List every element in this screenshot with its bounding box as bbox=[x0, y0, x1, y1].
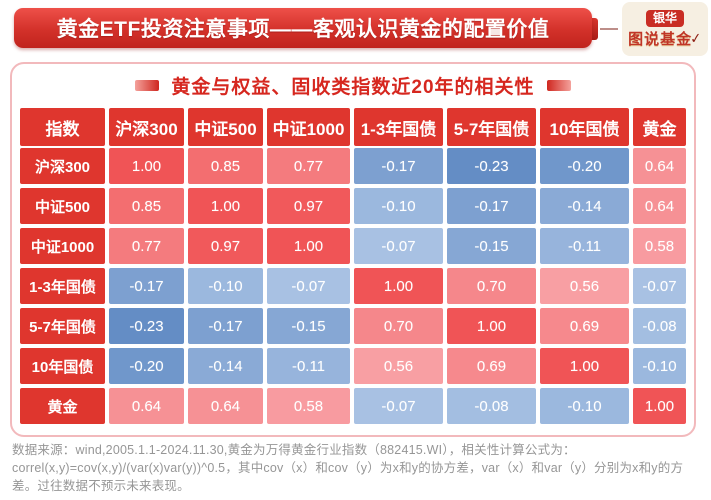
correlation-cell: -0.14 bbox=[188, 348, 263, 384]
header-bar: 黄金ETF投资注意事项——客观认识黄金的配置价值 银华 图说基金 ✓ bbox=[0, 0, 711, 58]
brand-badge: 银华 bbox=[645, 9, 684, 27]
correlation-cell: 0.58 bbox=[267, 388, 350, 424]
correlation-cell: 0.97 bbox=[267, 188, 350, 224]
brand-name-row: 图说基金 ✓ bbox=[628, 28, 703, 49]
correlation-cell: 0.97 bbox=[188, 228, 263, 264]
row-header: 沪深300 bbox=[20, 148, 105, 184]
banner-connector-line bbox=[600, 28, 618, 30]
correlation-cell: 0.77 bbox=[109, 228, 184, 264]
correlation-cell: -0.17 bbox=[354, 148, 443, 184]
correlation-cell: -0.17 bbox=[447, 188, 536, 224]
brand-name: 图说基金 bbox=[628, 30, 693, 48]
correlation-cell: 1.00 bbox=[267, 228, 350, 264]
correlation-cell: 1.00 bbox=[109, 148, 184, 184]
correlation-cell: 0.85 bbox=[109, 188, 184, 224]
correlation-table: 指数 沪深300 中证500 中证1000 1-3年国债 5-7年国债 10年国债 黄金 沪深3… bbox=[20, 108, 686, 424]
correlation-cell: 0.70 bbox=[447, 268, 536, 304]
page-title: 黄金ETF投资注意事项——客观认识黄金的配置价值 bbox=[56, 18, 550, 41]
correlation-cell: 0.69 bbox=[447, 348, 536, 384]
row-header: 1-3年国债 bbox=[20, 268, 105, 304]
correlation-cell: 0.64 bbox=[109, 388, 184, 424]
correlation-cell: -0.08 bbox=[633, 308, 686, 344]
content-card: 黄金与权益、固收类指数近20年的相关性 指数 沪深300 中证500 中证1000 1-… bbox=[10, 62, 696, 437]
correlation-cell: -0.07 bbox=[354, 388, 443, 424]
row-header: 5-7年国债 bbox=[20, 308, 105, 344]
correlation-cell: 0.64 bbox=[633, 148, 686, 184]
brand-logo: 银华 图说基金 ✓ bbox=[622, 2, 708, 56]
page-title-banner: 黄金ETF投资注意事项——客观认识黄金的配置价值 bbox=[14, 8, 598, 48]
column-header: 1-3年国债 bbox=[354, 108, 443, 146]
correlation-cell: -0.10 bbox=[633, 348, 686, 384]
correlation-cell: -0.11 bbox=[267, 348, 350, 384]
correlation-cell: 1.00 bbox=[540, 348, 629, 384]
correlation-cell: 1.00 bbox=[354, 268, 443, 304]
correlation-cell: -0.07 bbox=[354, 228, 443, 264]
correlation-cell: -0.08 bbox=[447, 388, 536, 424]
correlation-cell: 0.58 bbox=[633, 228, 686, 264]
correlation-cell: -0.15 bbox=[447, 228, 536, 264]
correlation-cell: -0.14 bbox=[540, 188, 629, 224]
correlation-cell: 0.69 bbox=[540, 308, 629, 344]
column-header: 黄金 bbox=[633, 108, 686, 146]
column-header: 中证500 bbox=[188, 108, 263, 146]
correlation-cell: 0.64 bbox=[633, 188, 686, 224]
correlation-cell: -0.10 bbox=[188, 268, 263, 304]
correlation-cell: -0.10 bbox=[354, 188, 443, 224]
section-title: 黄金与权益、固收类指数近20年的相关性 bbox=[171, 76, 535, 98]
column-header: 5-7年国债 bbox=[447, 108, 536, 146]
row-header: 黄金 bbox=[20, 388, 105, 424]
correlation-cell: -0.07 bbox=[633, 268, 686, 304]
correlation-cell: -0.17 bbox=[109, 268, 184, 304]
correlation-cell: -0.10 bbox=[540, 388, 629, 424]
correlation-cell: -0.07 bbox=[267, 268, 350, 304]
correlation-cell: -0.20 bbox=[540, 148, 629, 184]
correlation-cell: 0.64 bbox=[188, 388, 263, 424]
row-header: 中证500 bbox=[20, 188, 105, 224]
row-header: 中证1000 bbox=[20, 228, 105, 264]
correlation-cell: 0.70 bbox=[354, 308, 443, 344]
dash-right-icon bbox=[546, 79, 571, 91]
checkmark-icon: ✓ bbox=[689, 28, 703, 47]
correlation-cell: 0.56 bbox=[540, 268, 629, 304]
correlation-cell: -0.23 bbox=[109, 308, 184, 344]
section-title-row: 黄金与权益、固收类指数近20年的相关性 bbox=[12, 68, 694, 102]
correlation-cell: -0.20 bbox=[109, 348, 184, 384]
column-header: 中证1000 bbox=[267, 108, 350, 146]
column-header: 10年国债 bbox=[540, 108, 629, 146]
correlation-cell: 1.00 bbox=[633, 388, 686, 424]
row-header: 10年国债 bbox=[20, 348, 105, 384]
column-header: 沪深300 bbox=[109, 108, 184, 146]
correlation-cell: 0.56 bbox=[354, 348, 443, 384]
correlation-cell: 1.00 bbox=[447, 308, 536, 344]
corner-header: 指数 bbox=[20, 108, 105, 146]
correlation-cell: 1.00 bbox=[188, 188, 263, 224]
correlation-cell: -0.17 bbox=[188, 308, 263, 344]
correlation-cell: -0.23 bbox=[447, 148, 536, 184]
correlation-cell: -0.15 bbox=[267, 308, 350, 344]
dash-left-icon bbox=[135, 79, 160, 91]
footnote: 数据来源：wind,2005.1.1-2024.11.30,黄金为万得黄金行业指… bbox=[12, 443, 684, 493]
correlation-cell: 0.77 bbox=[267, 148, 350, 184]
correlation-cell: 0.85 bbox=[188, 148, 263, 184]
correlation-cell: -0.11 bbox=[540, 228, 629, 264]
